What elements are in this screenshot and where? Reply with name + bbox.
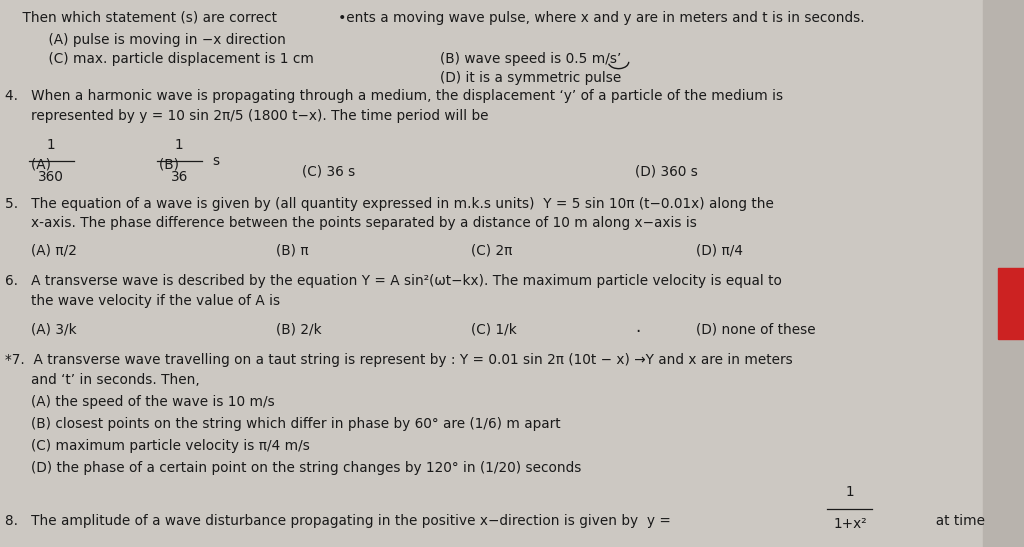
Text: at time: at time [927,514,985,528]
Text: (A): (A) [31,157,59,171]
Text: (D) it is a symmetric pulse: (D) it is a symmetric pulse [440,71,622,85]
Text: (B) closest points on the string which differ in phase by 60° are (1/6) m apart: (B) closest points on the string which d… [31,417,560,431]
Text: 1: 1 [846,485,854,499]
Text: (A) 3/k: (A) 3/k [31,323,77,337]
Text: (A) π/2: (A) π/2 [31,243,77,258]
Text: represented by y = 10 sin 2π/5 (1800 t−x). The time period will be: represented by y = 10 sin 2π/5 (1800 t−x… [31,109,488,124]
Text: (C) max. particle displacement is 1 cm: (C) max. particle displacement is 1 cm [31,52,313,66]
Bar [983,0,1024,547]
Text: (B) 2/k: (B) 2/k [276,323,323,337]
Bar [998,268,1024,339]
Text: 8.   The amplitude of a wave disturbance propagating in the positive x−direction: 8. The amplitude of a wave disturbance p… [5,514,671,528]
Text: and ‘t’ in seconds. Then,: and ‘t’ in seconds. Then, [31,373,200,387]
Text: the wave velocity if the value of A is: the wave velocity if the value of A is [31,294,280,309]
Text: 1: 1 [175,137,183,152]
Text: (C) 36 s: (C) 36 s [302,164,355,178]
Text: 1+x²: 1+x² [834,517,866,531]
Text: 360: 360 [38,170,65,184]
Text: (D) π/4: (D) π/4 [696,243,743,258]
Text: (B): (B) [159,157,187,171]
Text: ·: · [635,323,640,341]
Text: s: s [212,154,219,168]
Text: *7.  A transverse wave travelling on a taut string is represent by : Y = 0.01 si: *7. A transverse wave travelling on a ta… [5,353,793,367]
Text: x-axis. The phase difference between the points separated by a distance of 10 m : x-axis. The phase difference between the… [31,216,696,230]
Text: (D) 360 s: (D) 360 s [635,164,697,178]
Text: (B) wave speed is 0.5 m/s’: (B) wave speed is 0.5 m/s’ [440,52,622,66]
Text: 1: 1 [47,137,55,152]
Text: (C) maximum particle velocity is π/4 m/s: (C) maximum particle velocity is π/4 m/s [31,439,309,453]
Text: (C) 1/k: (C) 1/k [471,323,517,337]
Text: (B) π: (B) π [276,243,309,258]
Text: Then which statement (s) are correct              •ents a moving wave pulse, whe: Then which statement (s) are correct •en… [5,11,864,25]
Text: (D) none of these: (D) none of these [696,323,816,337]
Text: 6.   A transverse wave is described by the equation Y = A sin²(ωt−kx). The maxim: 6. A transverse wave is described by the… [5,274,782,288]
Text: 4.   When a harmonic wave is propagating through a medium, the displacement ‘y’ : 4. When a harmonic wave is propagating t… [5,89,783,103]
Text: 5.   The equation of a wave is given by (all quantity expressed in m.k.s units) : 5. The equation of a wave is given by (a… [5,197,774,211]
Text: (A) pulse is moving in −x direction: (A) pulse is moving in −x direction [31,33,286,47]
Text: (C) 2π: (C) 2π [471,243,512,258]
Text: (A) the speed of the wave is 10 m/s: (A) the speed of the wave is 10 m/s [31,395,274,409]
Text: 36: 36 [171,170,187,184]
Text: (D) the phase of a certain point on the string changes by 120° in (1/20) seconds: (D) the phase of a certain point on the … [31,461,581,475]
